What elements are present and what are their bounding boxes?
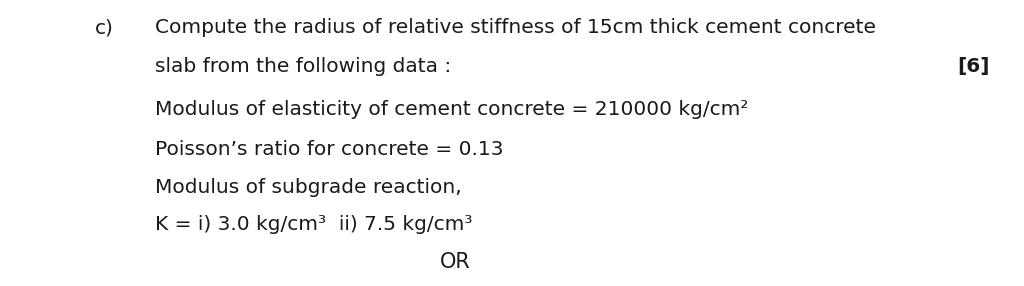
Text: slab from the following data :: slab from the following data : [155,57,452,76]
Text: OR: OR [440,252,471,272]
Text: c): c) [95,18,114,37]
Text: K = i) 3.0 kg/cm³  ii) 7.5 kg/cm³: K = i) 3.0 kg/cm³ ii) 7.5 kg/cm³ [155,215,472,234]
Text: Modulus of elasticity of cement concrete = 210000 kg/cm²: Modulus of elasticity of cement concrete… [155,100,749,119]
Text: Compute the radius of relative stiffness of 15cm thick cement concrete: Compute the radius of relative stiffness… [155,18,876,37]
Text: Modulus of subgrade reaction,: Modulus of subgrade reaction, [155,178,462,197]
Text: [6]: [6] [957,57,990,76]
Text: Poisson’s ratio for concrete = 0.13: Poisson’s ratio for concrete = 0.13 [155,140,504,159]
